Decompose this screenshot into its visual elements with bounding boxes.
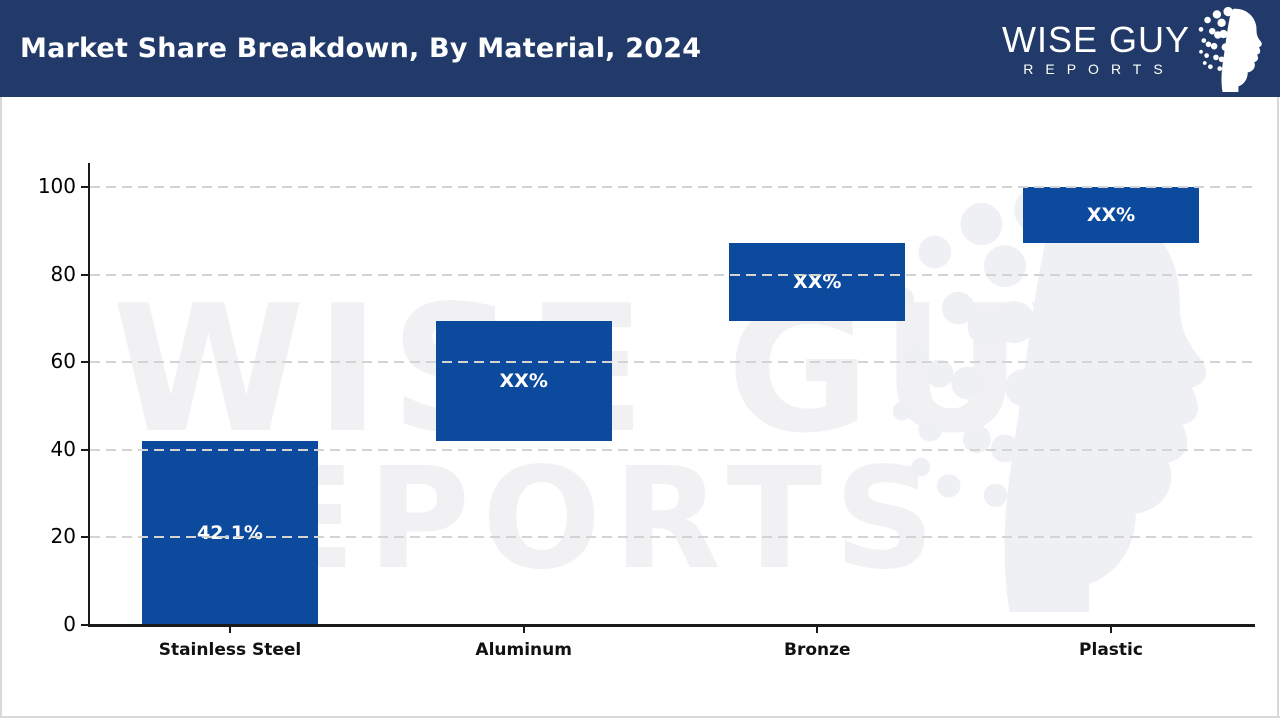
gridline-80 (90, 273, 1255, 276)
x-axis-spine (88, 624, 1255, 627)
y-tick-label-0: 0 (63, 612, 76, 636)
frame-border-right (1277, 97, 1279, 718)
logo-wordmark: WISE GUY (1001, 18, 1190, 60)
x-axis-label-aluminum: Aluminum (475, 640, 572, 660)
logo-text: WISE GUY REPORTS (1001, 18, 1190, 77)
bar-bronze: XX% (729, 242, 906, 321)
logo-subtitle: REPORTS (1023, 60, 1175, 77)
y-tick-mark-0 (81, 624, 89, 626)
x-axis-label-plastic: Plastic (1079, 640, 1143, 660)
header: Market Share Breakdown, By Material, 202… (0, 0, 1280, 97)
x-tick-mark-plastic (1110, 626, 1112, 633)
x-axis-label-stainless-steel: Stainless Steel (158, 640, 302, 660)
bar-aluminum: XX% (435, 320, 612, 441)
frame-border-bottom (0, 716, 1280, 718)
y-tick-mark-60 (81, 361, 89, 364)
logo-face-icon (1198, 6, 1262, 92)
bar-value-label-stainless-steel: 42.1% (197, 521, 263, 544)
x-tick-mark-aluminum (522, 626, 525, 633)
x-tick-mark-bronze (816, 626, 819, 633)
x-tick-mark-stainless-steel (229, 626, 231, 633)
gridline-100 (90, 186, 1255, 188)
y-tick-label-80: 80 (50, 261, 76, 286)
y-tick-label-20: 20 (50, 524, 76, 549)
frame-border-left (0, 97, 2, 718)
x-axis-label-bronze: Bronze (784, 640, 851, 660)
bar-value-label-aluminum: XX% (499, 369, 548, 392)
watermark-face-icon (890, 186, 1207, 612)
bar-plastic: XX% (1023, 187, 1199, 243)
y-tick-label-60: 60 (50, 349, 76, 374)
y-tick-label-100: 100 (37, 174, 76, 198)
gridline-20 (90, 536, 1255, 539)
page-title: Market Share Breakdown, By Material, 202… (20, 33, 702, 64)
y-tick-mark-20 (81, 536, 89, 539)
gridline-60 (90, 361, 1255, 364)
y-tick-mark-100 (81, 186, 89, 188)
bar-stainless-steel: 42.1% (142, 440, 318, 625)
y-tick-mark-80 (81, 273, 89, 276)
y-tick-label-40: 40 (50, 436, 76, 461)
y-axis-spine (88, 163, 90, 627)
bar-value-label-plastic: XX% (1086, 203, 1136, 226)
wiseguy-logo: WISE GUY REPORTS (1002, 6, 1266, 92)
y-tick-mark-40 (81, 448, 89, 451)
gridline-40 (90, 448, 1255, 451)
bar-value-label-bronze: XX% (793, 270, 842, 293)
